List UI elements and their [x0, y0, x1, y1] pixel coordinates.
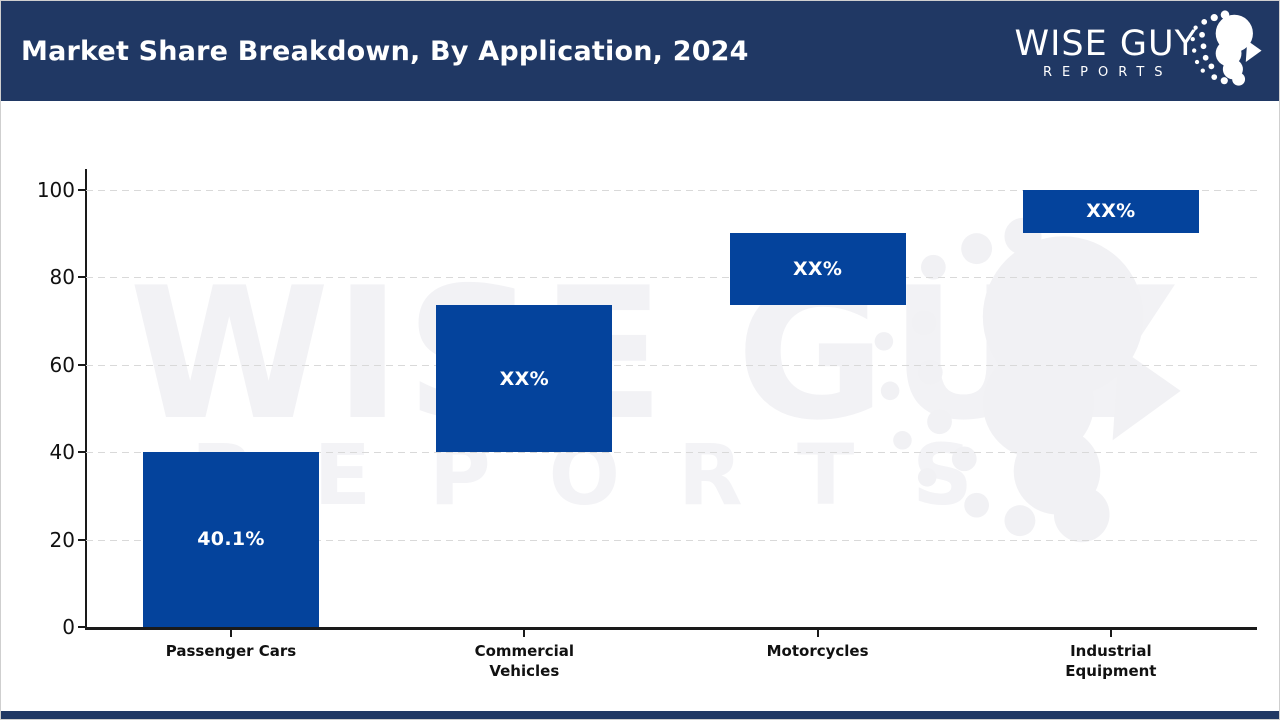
y-axis-tick	[78, 626, 86, 628]
x-axis-category-label: Industrial Equipment	[1065, 642, 1157, 680]
x-axis-tick	[816, 630, 819, 637]
y-axis-tick	[78, 188, 86, 191]
y-axis-tick-label: 80	[49, 265, 75, 289]
y-axis-tick-label: 0	[62, 615, 75, 639]
logo-wiseguy-label: WISE GUY	[1014, 23, 1197, 64]
bar-value-label: XX%	[1086, 200, 1136, 223]
gridline	[86, 277, 1257, 278]
bar-industrial-equipment: XX%	[1022, 189, 1199, 234]
bar-passenger-cars: 40.1%	[143, 451, 319, 627]
footer-bar	[1, 711, 1279, 719]
bar-value-label: XX%	[499, 367, 549, 390]
x-axis	[85, 627, 1257, 630]
logo-text: WISE GUY REPORTS	[1014, 25, 1197, 80]
y-axis	[85, 169, 87, 629]
wise-guy-reports-logo: WISE GUY REPORTS	[1014, 9, 1267, 95]
bar-value-label: XX%	[792, 258, 843, 281]
y-axis-tick	[78, 538, 86, 541]
x-axis-tick	[523, 630, 526, 637]
y-axis-tick	[78, 276, 86, 278]
gridline	[86, 539, 1257, 541]
header-bar: Market Share Breakdown, By Application, …	[1, 1, 1279, 101]
gridline	[86, 189, 1257, 191]
gridline	[86, 452, 1257, 453]
bar-motorcycles: XX%	[729, 233, 906, 306]
x-axis-category-label: Motorcycles	[766, 642, 869, 660]
wiseguy-head-icon	[1190, 10, 1262, 86]
y-axis-tick-label: 20	[49, 527, 75, 552]
y-axis-tick	[78, 363, 86, 366]
logo-reports-label: REPORTS	[1042, 64, 1173, 80]
y-axis-tick-label: 40	[49, 440, 75, 464]
x-axis-tick	[1109, 630, 1112, 637]
bar-value-label: 40.1%	[197, 528, 265, 551]
bar-commercial-vehicles: XX%	[436, 305, 613, 452]
x-axis-category-label: Passenger Cars	[165, 642, 297, 660]
page-title: Market Share Breakdown, By Application, …	[21, 35, 749, 67]
x-axis-tick	[230, 630, 232, 637]
gridline	[86, 364, 1257, 366]
y-axis-tick	[78, 451, 86, 453]
y-axis-tick-label: 100	[36, 177, 75, 202]
x-axis-category-label: Commercial Vehicles	[474, 642, 575, 680]
y-axis-tick-label: 60	[49, 352, 75, 377]
